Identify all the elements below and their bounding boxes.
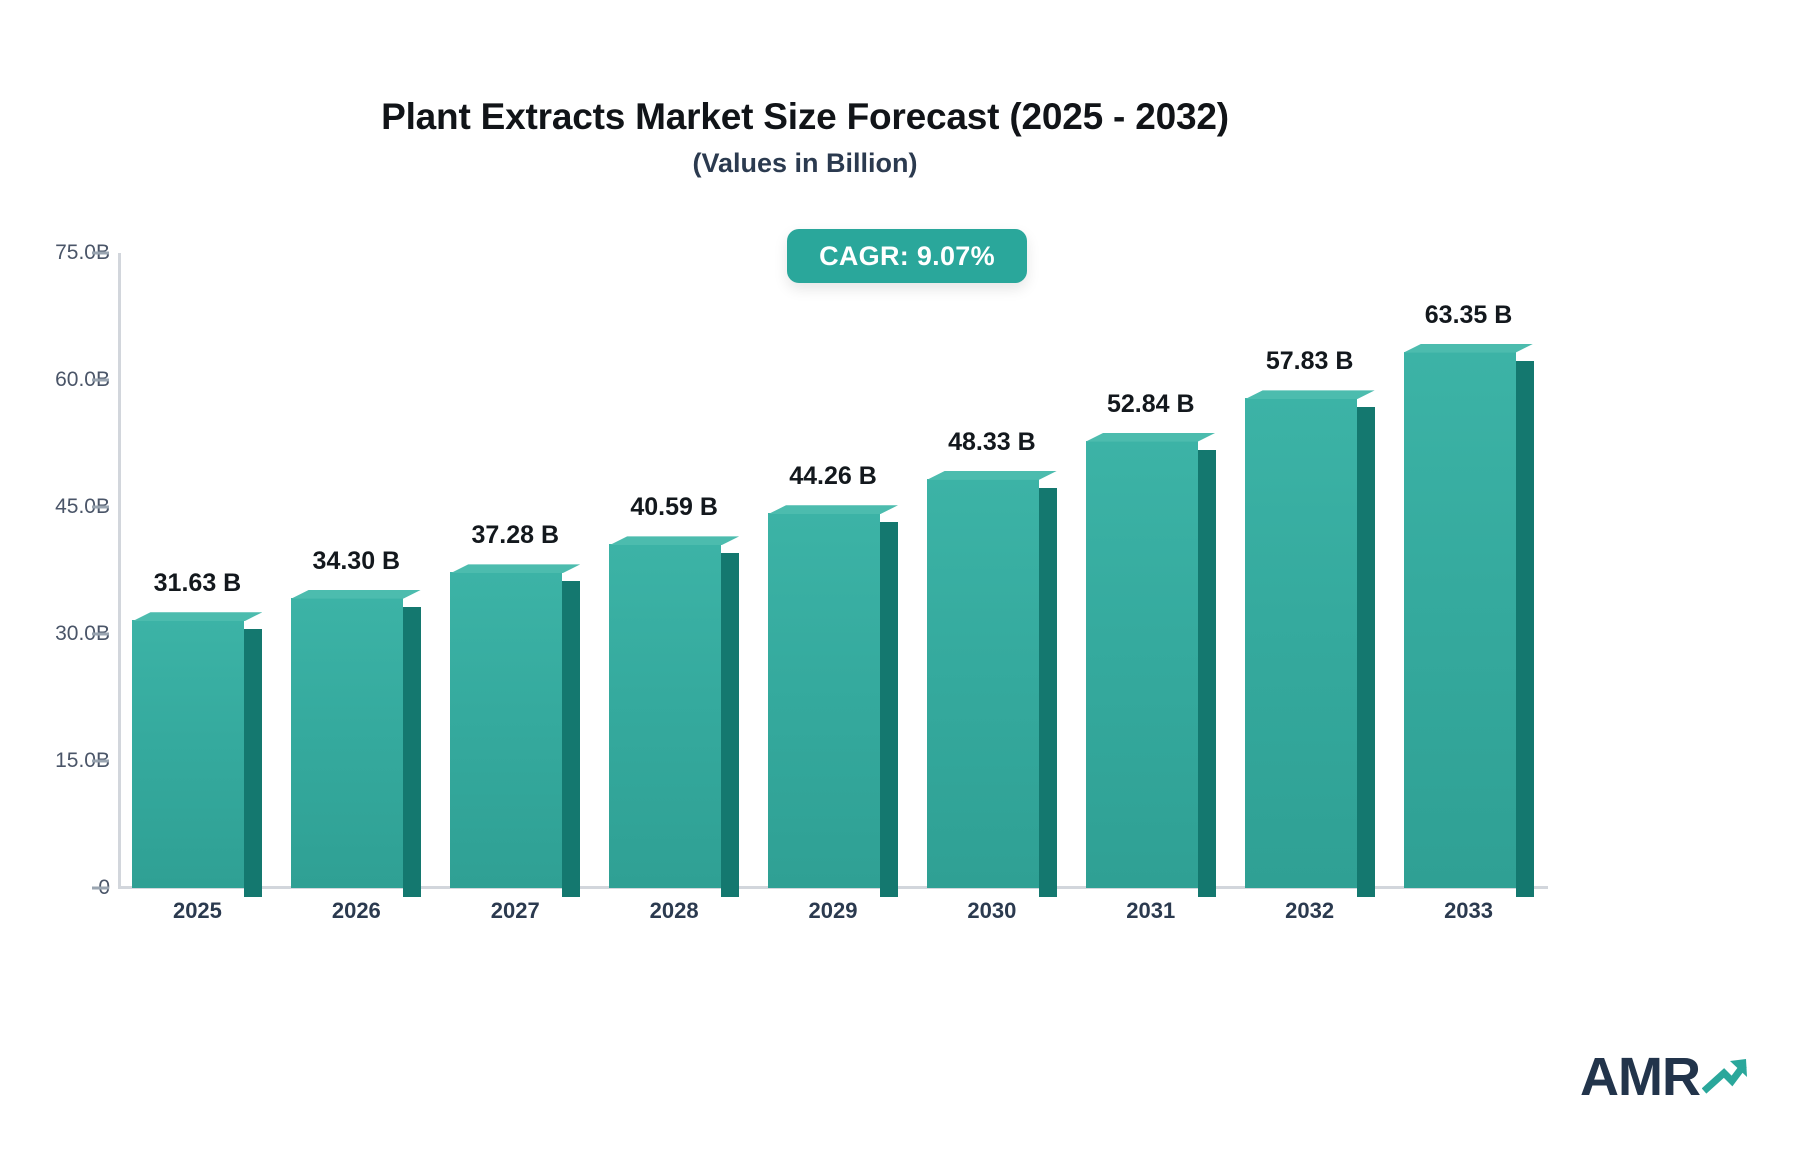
bar-front-face [291,597,404,888]
bar-value-label: 63.35 B [1424,300,1513,329]
bar-side-face [1515,360,1534,897]
bar-value-label: 52.84 B [1106,389,1195,418]
x-axis-tick-label: 2027 [490,898,540,923]
amr-logo: AMR [1580,1050,1748,1104]
y-axis-tick-label: 60.0B [55,368,110,391]
bar-side-face [1356,407,1375,897]
bar-front-face [132,620,245,888]
y-axis-tick-mark [92,378,109,382]
bar-top-face [1085,432,1216,442]
y-axis-tick-mark [92,505,109,509]
y-axis-tick-label: 45.0B [55,495,110,518]
bar-top-face [609,536,740,546]
bar-side-face [1038,487,1057,897]
bar[interactable]: 44.26 B [768,462,898,897]
bar-value-label: 37.28 B [471,521,559,550]
x-axis-tick-label: 2025 [172,898,222,923]
bar[interactable]: 40.59 B [609,493,740,897]
bar-top-face [926,470,1057,480]
bar-top-face [1244,390,1375,400]
y-axis-tick-label: 75.0B [55,241,110,264]
bar-side-face [244,629,263,897]
bar-side-face [403,606,422,897]
plot-area: 31.63 B 34.30 B 37.28 B 40.59 B 44.26 B 48.33… [118,253,1548,897]
bar-value-label: 48.33 B [948,427,1036,456]
page-subtitle: (Values in Billion) [692,148,918,178]
bar[interactable]: 63.35 B [1403,301,1534,897]
cagr-badge: CAGR: 9.07% [787,229,1027,283]
bar-top-face [132,612,263,622]
bar-side-face [1197,449,1216,897]
bar-value-label: 40.59 B [630,493,718,522]
x-axis-tick-label: 2028 [649,898,699,923]
bar-front-face [926,478,1039,888]
x-axis-tick-label: 2033 [1444,898,1494,923]
y-axis-tick-mark [92,759,109,763]
bar[interactable]: 37.28 B [450,521,581,897]
bar-side-face [880,522,898,897]
trend-up-arrow-icon [1701,1055,1748,1100]
bar-top-face [1403,343,1534,353]
bar-front-face [1085,440,1198,888]
y-axis-tick-label: 30.0B [55,622,110,645]
bar-front-face [768,513,880,888]
x-axis-tick-label: 2029 [808,898,858,923]
bar[interactable]: 34.30 B [291,547,422,897]
amr-logo-text: AMR [1580,1047,1701,1107]
bar-side-face [721,553,740,897]
y-axis-tick-mark [92,886,109,890]
bar-front-face [450,572,563,888]
bar-top-face [450,564,581,574]
bar-top-face [291,589,422,599]
x-axis-tick-label: 2030 [967,898,1017,923]
bar-front-face [609,544,722,888]
y-axis-tick-label: 15.0B [55,749,110,772]
bar-value-label: 34.30 B [312,546,401,575]
bar[interactable]: 48.33 B [926,428,1057,897]
bar-front-face [1244,398,1357,888]
bar[interactable]: 52.84 B [1085,390,1216,897]
cagr-badge-label: CAGR: 9.07% [819,240,995,271]
y-axis-tick-mark [92,251,109,255]
bar-value-label: 44.26 B [789,462,877,491]
bar-value-label: 57.83 B [1265,347,1354,376]
x-axis-tick-label: 2031 [1126,898,1176,923]
bar-value-label: 31.63 B [153,569,242,598]
y-axis-line [118,253,121,888]
x-axis-tick-label: 2026 [331,898,381,923]
bar-top-face [768,505,898,515]
bar-side-face [562,581,581,897]
x-axis-tick-label: 2032 [1285,898,1335,923]
y-axis-tick-mark [92,632,109,636]
page-title: Plant Extracts Market Size Forecast (202… [381,96,1229,137]
bar[interactable]: 57.83 B [1244,347,1375,897]
bar-front-face [1403,351,1516,888]
bar[interactable]: 31.63 B [132,569,263,897]
